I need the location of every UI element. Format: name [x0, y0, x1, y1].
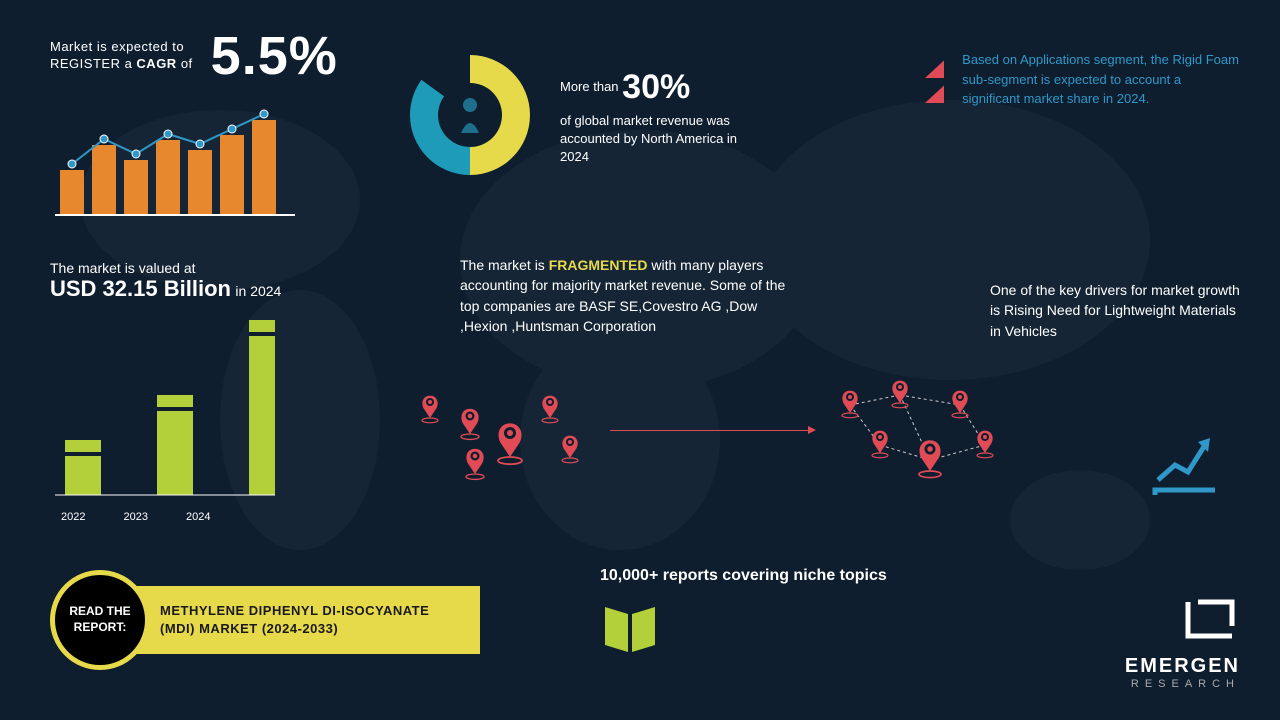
t: FRAGMENTED	[549, 257, 648, 273]
t: The market is	[460, 257, 549, 273]
t: REGISTER a	[50, 56, 132, 71]
reports-text: 10,000+ reports covering niche topics	[600, 565, 887, 587]
cagr-value: 5.5%	[211, 25, 338, 87]
read-report-cta[interactable]: READ THE REPORT: METHYLENE DIPHENYL DI-I…	[50, 570, 480, 670]
rigidfoam-block: Based on Applications segment, the Rigid…	[920, 50, 1240, 110]
arrow-line	[610, 430, 810, 431]
fragmented-text: The market is FRAGMENTED with many playe…	[460, 255, 800, 336]
up-arrows-icon	[920, 50, 944, 110]
cagr-label: Market is expected to REGISTER a CAGR of	[50, 39, 193, 73]
t: Market is expected to	[50, 39, 184, 54]
donut-text: More than 30% of global market revenue w…	[560, 64, 760, 166]
network-pins-icon	[820, 370, 1020, 500]
scattered-pins-icon	[400, 370, 600, 490]
driver-text: One of the key drivers for market growth…	[990, 280, 1240, 341]
book-icon	[600, 602, 660, 657]
logo-icon	[1180, 594, 1240, 644]
emergen-logo: EMERGEN RESEARCH	[1125, 594, 1240, 690]
growth-chart-icon	[1150, 430, 1220, 500]
logo-sub: RESEARCH	[1125, 678, 1240, 690]
valuation-block: The market is valued at USD 32.15 Billio…	[50, 260, 281, 302]
t: of global market revenue was accounted b…	[560, 113, 737, 164]
t: CAGR	[136, 56, 176, 71]
cagr-block: Market is expected to REGISTER a CAGR of…	[50, 25, 338, 87]
donut-block: More than 30% of global market revenue w…	[400, 45, 760, 185]
valuation-chart: 202220232024	[55, 320, 275, 523]
logo-brand: EMERGEN	[1125, 655, 1240, 678]
reports-block: 10,000+ reports covering niche topics	[600, 565, 887, 662]
t: of	[181, 56, 193, 71]
read-report-circle: READ THE REPORT:	[50, 570, 150, 670]
donut-chart	[400, 45, 540, 185]
t: More than	[560, 79, 619, 94]
cagr-chart	[55, 105, 305, 225]
donut-percent: 30%	[622, 68, 690, 106]
read-report-title: METHYLENE DIPHENYL DI-ISOCYANATE (MDI) M…	[100, 586, 480, 654]
valuation-amount: USD 32.15 Billion	[50, 276, 231, 301]
t: in 2024	[235, 283, 281, 299]
rigidfoam-text: Based on Applications segment, the Rigid…	[962, 50, 1240, 109]
t: The market is valued at	[50, 260, 281, 276]
